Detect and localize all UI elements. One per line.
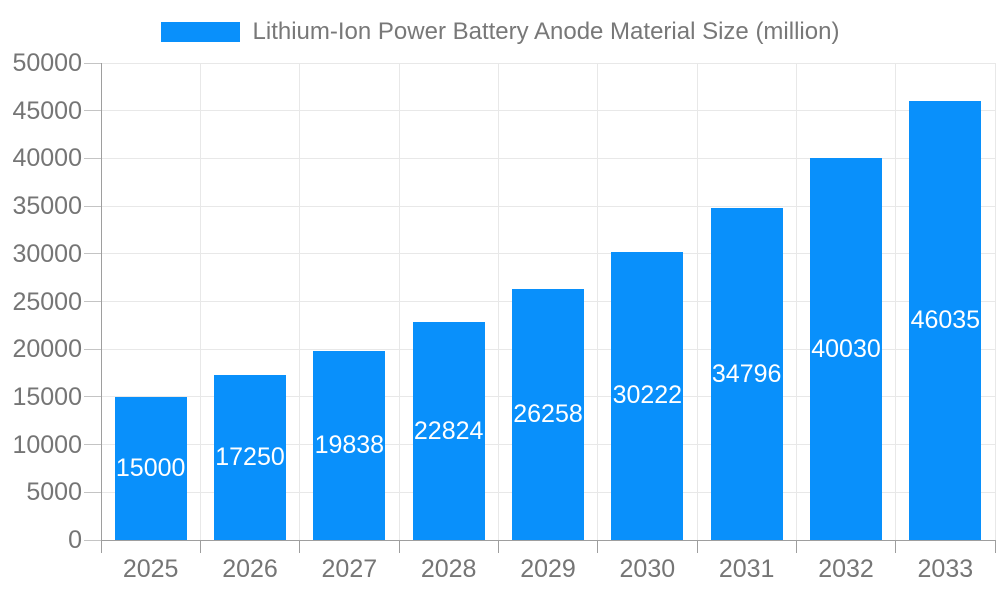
x-axis-category-label: 2028 bbox=[420, 555, 477, 583]
x-axis-line bbox=[101, 539, 995, 541]
bar-value-label: 19838 bbox=[314, 430, 385, 459]
gridline-horizontal bbox=[101, 253, 995, 255]
bar-value-label: 22824 bbox=[413, 416, 484, 445]
x-axis-tick bbox=[994, 540, 996, 553]
y-axis-tick bbox=[84, 444, 101, 446]
x-axis-category-label: 2030 bbox=[619, 555, 676, 583]
x-axis-tick bbox=[299, 540, 301, 553]
x-axis-category-label: 2032 bbox=[818, 555, 874, 583]
gridline-vertical bbox=[994, 63, 996, 540]
y-axis-tick-label: 5000 bbox=[26, 478, 82, 507]
y-axis-tick bbox=[84, 205, 101, 207]
legend[interactable]: Lithium-Ion Power Battery Anode Material… bbox=[0, 18, 1000, 46]
y-axis-tick-label: 20000 bbox=[12, 335, 82, 364]
y-axis-line bbox=[100, 63, 102, 541]
y-axis-tick-label: 45000 bbox=[12, 96, 82, 125]
bar[interactable]: 22824 bbox=[412, 322, 485, 540]
y-axis-tick-label: 35000 bbox=[12, 192, 82, 221]
x-axis-tick bbox=[895, 540, 897, 553]
gridline-vertical bbox=[696, 63, 698, 540]
bar-value-label: 30222 bbox=[612, 381, 683, 410]
x-axis-tick bbox=[100, 540, 102, 553]
y-axis-tick-label: 40000 bbox=[12, 144, 82, 173]
bar[interactable]: 26258 bbox=[512, 289, 584, 540]
bar[interactable]: 40030 bbox=[810, 158, 882, 540]
bar-value-label: 26258 bbox=[513, 400, 583, 429]
bar[interactable]: 34796 bbox=[710, 208, 783, 540]
bar[interactable]: 15000 bbox=[114, 396, 187, 540]
legend-label: Lithium-Ion Power Battery Anode Material… bbox=[252, 18, 840, 45]
bar-value-label: 34796 bbox=[711, 359, 782, 388]
x-axis-tick bbox=[795, 540, 797, 553]
gridline-vertical bbox=[398, 63, 400, 540]
gridline-horizontal bbox=[101, 205, 995, 207]
y-axis-tick bbox=[84, 348, 101, 350]
gridline-horizontal bbox=[101, 110, 995, 112]
y-axis-tick bbox=[84, 62, 101, 64]
y-axis-tick bbox=[84, 301, 101, 302]
bar[interactable]: 46035 bbox=[909, 100, 982, 540]
gridline-vertical bbox=[497, 63, 499, 540]
y-axis-tick-label: 0 bbox=[68, 526, 82, 554]
bar[interactable]: 17250 bbox=[214, 375, 286, 540]
x-axis-tick bbox=[696, 540, 698, 553]
gridline-vertical bbox=[199, 63, 201, 540]
x-axis-tick bbox=[497, 540, 499, 553]
bar[interactable]: 19838 bbox=[313, 350, 386, 540]
y-axis-tick bbox=[84, 157, 101, 159]
legend-swatch-icon bbox=[160, 22, 240, 42]
y-axis-tick-label: 50000 bbox=[12, 49, 82, 77]
x-axis-category-label: 2033 bbox=[917, 555, 974, 583]
y-axis-tick-label: 25000 bbox=[12, 287, 82, 316]
y-axis-tick-label: 10000 bbox=[12, 430, 82, 459]
y-axis-tick bbox=[84, 110, 101, 112]
bar[interactable]: 30222 bbox=[611, 251, 684, 540]
bar-value-label: 46035 bbox=[910, 305, 981, 334]
y-axis-tick bbox=[84, 491, 101, 493]
bar-value-label: 17250 bbox=[215, 443, 285, 472]
bar-value-label: 15000 bbox=[115, 453, 186, 482]
y-axis-tick-label: 15000 bbox=[12, 382, 82, 411]
x-axis-category-label: 2031 bbox=[718, 555, 775, 583]
bar-value-label: 40030 bbox=[811, 334, 881, 363]
x-axis-tick bbox=[398, 540, 400, 553]
y-axis-tick bbox=[84, 253, 101, 255]
gridline-vertical bbox=[795, 63, 797, 540]
gridline-horizontal bbox=[101, 62, 995, 64]
y-axis-tick bbox=[84, 396, 101, 398]
gridline-horizontal bbox=[101, 157, 995, 159]
x-axis-category-label: 2026 bbox=[222, 555, 278, 583]
x-axis-tick bbox=[199, 540, 201, 553]
y-axis-tick bbox=[84, 539, 101, 541]
gridline-vertical bbox=[299, 63, 301, 540]
x-axis-category-label: 2025 bbox=[122, 555, 179, 583]
x-axis-category-label: 2027 bbox=[321, 555, 378, 583]
gridline-vertical bbox=[597, 63, 599, 540]
x-axis-category-label: 2029 bbox=[520, 555, 576, 583]
gridline-vertical bbox=[895, 63, 897, 540]
y-axis-tick-label: 30000 bbox=[12, 239, 82, 268]
x-axis-tick bbox=[597, 540, 599, 553]
